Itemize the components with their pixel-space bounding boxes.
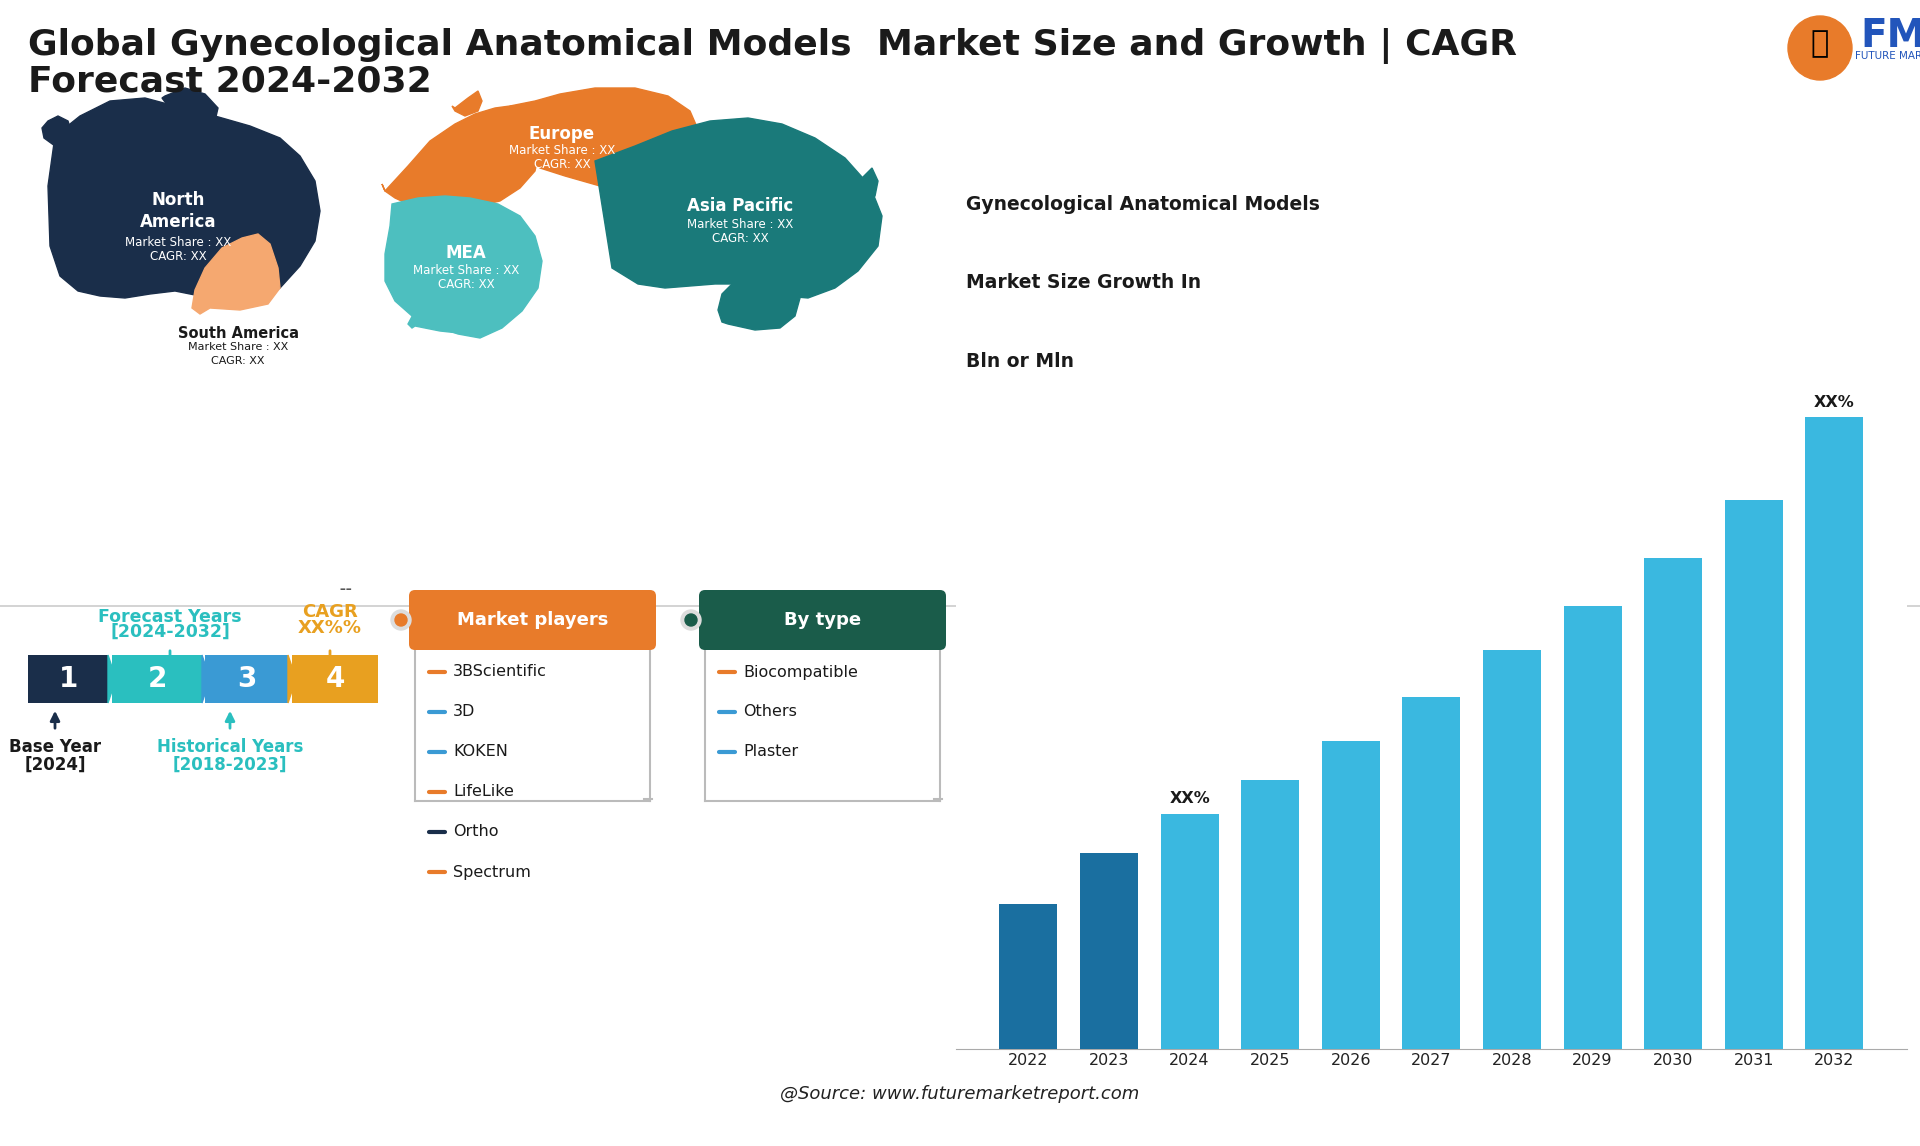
Text: Market Size Growth In: Market Size Growth In: [966, 274, 1200, 292]
Text: MEA: MEA: [445, 244, 486, 262]
Text: Forecast Years: Forecast Years: [98, 609, 242, 626]
Text: Medical: Medical: [1033, 665, 1094, 680]
Text: [2024-2032]: [2024-2032]: [109, 623, 230, 641]
Text: CAGR: XX: CAGR: XX: [211, 356, 265, 366]
Text: CAGR: XX: CAGR: XX: [438, 277, 493, 290]
Polygon shape: [161, 88, 219, 126]
Text: By application: By application: [1041, 611, 1185, 629]
Text: 4: 4: [324, 665, 346, 693]
Bar: [1321, 741, 1380, 1049]
Bar: [1644, 558, 1703, 1049]
FancyBboxPatch shape: [989, 590, 1236, 650]
Text: 3: 3: [236, 665, 255, 693]
Circle shape: [396, 614, 407, 626]
Text: Nursing: Nursing: [1033, 705, 1096, 720]
Text: 2: 2: [148, 665, 167, 693]
Text: Market Share : XX: Market Share : XX: [413, 264, 518, 276]
Polygon shape: [48, 99, 321, 308]
Bar: [29, 656, 108, 702]
Bar: [1563, 606, 1622, 1049]
Text: LifeLike: LifeLike: [453, 785, 515, 800]
Bar: [1240, 780, 1300, 1049]
Text: 1: 1: [58, 665, 77, 693]
Bar: [1402, 698, 1461, 1049]
Polygon shape: [42, 116, 73, 146]
Bar: [111, 656, 202, 702]
Text: Spectrum: Spectrum: [453, 864, 530, 879]
Text: 3BScientific: 3BScientific: [453, 665, 547, 680]
Bar: [292, 656, 378, 702]
Bar: [1724, 500, 1784, 1049]
Polygon shape: [718, 270, 801, 330]
Text: Europe: Europe: [528, 125, 595, 143]
Polygon shape: [451, 91, 482, 116]
Text: Market players: Market players: [457, 611, 609, 629]
Polygon shape: [382, 105, 540, 206]
Text: CAGR: XX: CAGR: XX: [534, 158, 589, 172]
Text: Market Share : XX: Market Share : XX: [125, 236, 230, 250]
Bar: [1482, 650, 1542, 1049]
Polygon shape: [108, 656, 115, 702]
Polygon shape: [511, 88, 701, 191]
Text: XX%: XX%: [1814, 395, 1855, 410]
Text: ╌: ╌: [340, 581, 351, 599]
Text: Biocompatible: Biocompatible: [743, 665, 858, 680]
Text: North
America: North America: [140, 191, 217, 231]
Text: Bln or Mln: Bln or Mln: [966, 352, 1073, 371]
Text: Ortho: Ortho: [453, 824, 499, 840]
Text: South America: South America: [177, 325, 298, 342]
Bar: [1805, 417, 1862, 1049]
Text: Gynecological Anatomical Models: Gynecological Anatomical Models: [966, 195, 1319, 214]
Text: By type: By type: [783, 611, 860, 629]
Text: [2024]: [2024]: [25, 756, 86, 774]
Text: Asia Pacific: Asia Pacific: [687, 197, 793, 215]
FancyBboxPatch shape: [699, 590, 947, 650]
Circle shape: [685, 614, 697, 626]
Circle shape: [975, 614, 987, 626]
Text: CAGR: CAGR: [301, 603, 357, 621]
Text: 3D: 3D: [453, 705, 476, 720]
Text: XX%%: XX%%: [298, 619, 363, 637]
Text: 🔍: 🔍: [1811, 30, 1830, 58]
Circle shape: [1788, 16, 1853, 80]
Text: CAGR: XX: CAGR: XX: [150, 251, 205, 264]
Text: Market Share : XX: Market Share : XX: [687, 218, 793, 230]
Text: [2018-2023]: [2018-2023]: [173, 756, 288, 774]
Text: Base Year: Base Year: [10, 738, 102, 756]
Text: Forecast 2024-2032: Forecast 2024-2032: [29, 64, 432, 99]
Text: XX%: XX%: [1169, 791, 1210, 807]
Bar: [998, 903, 1058, 1049]
Bar: [1079, 853, 1139, 1049]
Text: CAGR: XX: CAGR: XX: [712, 231, 768, 244]
Text: Market Share : XX: Market Share : XX: [188, 342, 288, 352]
Text: Market Share : XX: Market Share : XX: [509, 144, 614, 157]
Text: Plaster: Plaster: [743, 745, 799, 760]
Circle shape: [392, 610, 411, 630]
Polygon shape: [386, 196, 541, 338]
Polygon shape: [202, 656, 209, 702]
Circle shape: [972, 610, 991, 630]
Text: KOKEN: KOKEN: [453, 745, 509, 760]
Polygon shape: [407, 276, 505, 333]
Polygon shape: [595, 118, 881, 298]
Circle shape: [682, 610, 701, 630]
Text: FUTURE MARKET REPORT: FUTURE MARKET REPORT: [1855, 52, 1920, 61]
Text: @Source: www.futuremarketreport.com: @Source: www.futuremarketreport.com: [780, 1085, 1140, 1102]
Bar: [1160, 814, 1219, 1049]
Text: Historical Years: Historical Years: [157, 738, 303, 756]
Text: Others: Others: [1033, 745, 1087, 760]
FancyBboxPatch shape: [409, 590, 657, 650]
Polygon shape: [288, 656, 296, 702]
Text: Global Gynecological Anatomical Models  Market Size and Growth | CAGR: Global Gynecological Anatomical Models M…: [29, 28, 1517, 64]
Polygon shape: [192, 234, 280, 314]
Text: Others: Others: [743, 705, 797, 720]
Text: FMR: FMR: [1860, 17, 1920, 55]
Polygon shape: [858, 168, 877, 204]
Bar: [205, 656, 288, 702]
